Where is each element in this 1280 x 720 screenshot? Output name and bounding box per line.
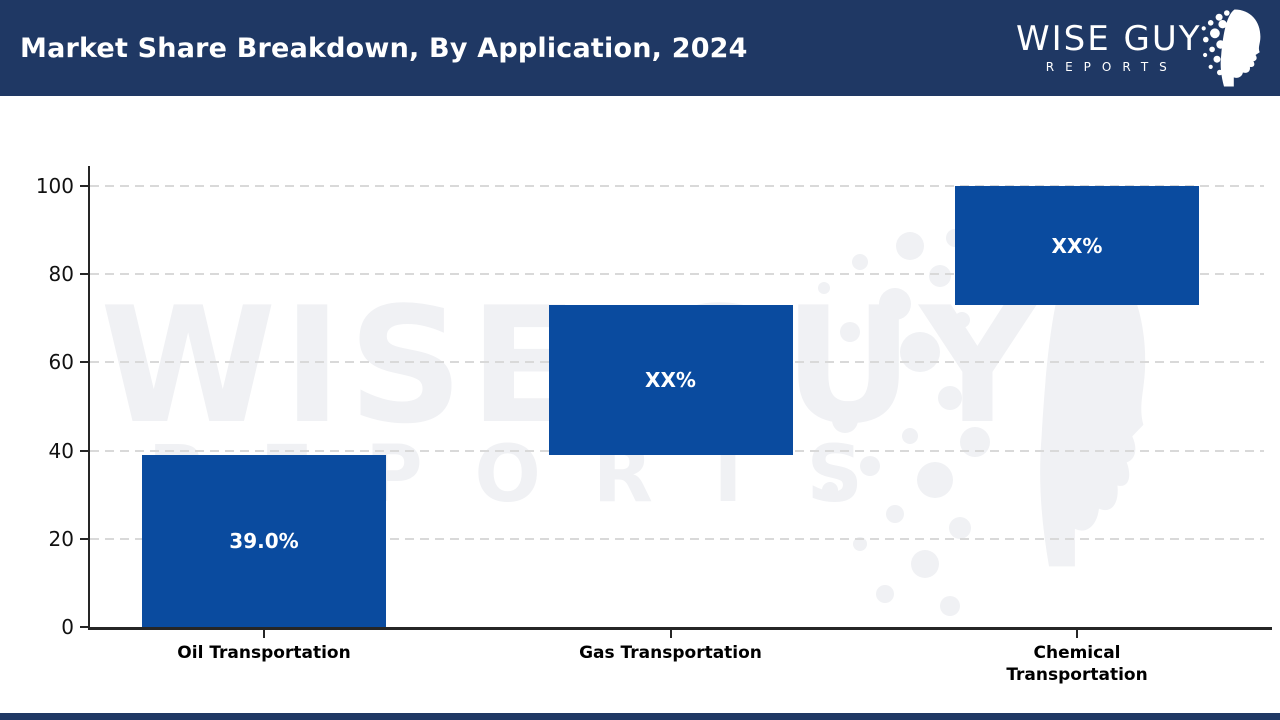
gridline-80: [90, 273, 1264, 276]
bar-value-label: XX%: [645, 368, 696, 393]
y-axis-tick-label: 0: [61, 615, 74, 639]
y-axis-tick-mark: [80, 449, 88, 452]
bar-oil-transportation: 39.0%: [142, 455, 386, 627]
wiseguy-logo-text: WISE GUY REPORTS: [1016, 19, 1202, 74]
x-axis-category-label: Chemical Transportation: [1006, 643, 1148, 686]
bar-chemical-transportation: XX%: [955, 186, 1199, 306]
x-axis-tick-mark: [669, 630, 672, 638]
wiseguy-logo: WISE GUY REPORTS: [1016, 6, 1266, 90]
logo-wordmark: WISE GUY: [1016, 19, 1202, 60]
x-axis-tick-mark: [263, 630, 265, 638]
watermark-head-icon: [1040, 248, 1146, 567]
logo-subtitle: REPORTS: [1045, 59, 1178, 74]
gridline-100: [90, 185, 1264, 187]
bar-value-label: XX%: [1051, 233, 1103, 258]
y-axis-tick-mark: [80, 626, 88, 628]
x-axis-category-label: Gas Transportation: [579, 643, 762, 663]
y-axis-tick-mark: [80, 361, 88, 364]
x-axis-category-label: Oil Transportation: [177, 643, 351, 663]
bar-gas-transportation: XX%: [548, 305, 793, 455]
y-axis-tick-label: 40: [48, 438, 74, 463]
x-axis-tick-mark: [1076, 630, 1078, 638]
y-axis-tick-mark: [80, 185, 88, 187]
footer-bar: [0, 713, 1280, 720]
y-axis-line: [88, 166, 90, 628]
bar-value-label: 39.0%: [229, 528, 299, 553]
gridline-20: [90, 537, 1264, 540]
y-axis-tick-label: 20: [48, 526, 74, 551]
wiseguy-head-icon: [1201, 9, 1260, 87]
chart-plot-area: 0 20 40 60 80 100 39.0% Oil Transportation XX% Ga…: [0, 96, 1280, 713]
header-bar: Market Share Breakdown, By Application, …: [0, 0, 1280, 96]
y-axis-tick-label: 80: [48, 262, 74, 287]
page-title: Market Share Breakdown, By Application, …: [20, 32, 748, 64]
y-axis-tick-mark: [80, 273, 88, 276]
x-axis-line: [88, 627, 1272, 630]
y-axis-tick-label: 60: [48, 350, 74, 375]
y-axis-tick-mark: [80, 537, 88, 540]
y-axis-tick-label: 100: [35, 174, 74, 198]
